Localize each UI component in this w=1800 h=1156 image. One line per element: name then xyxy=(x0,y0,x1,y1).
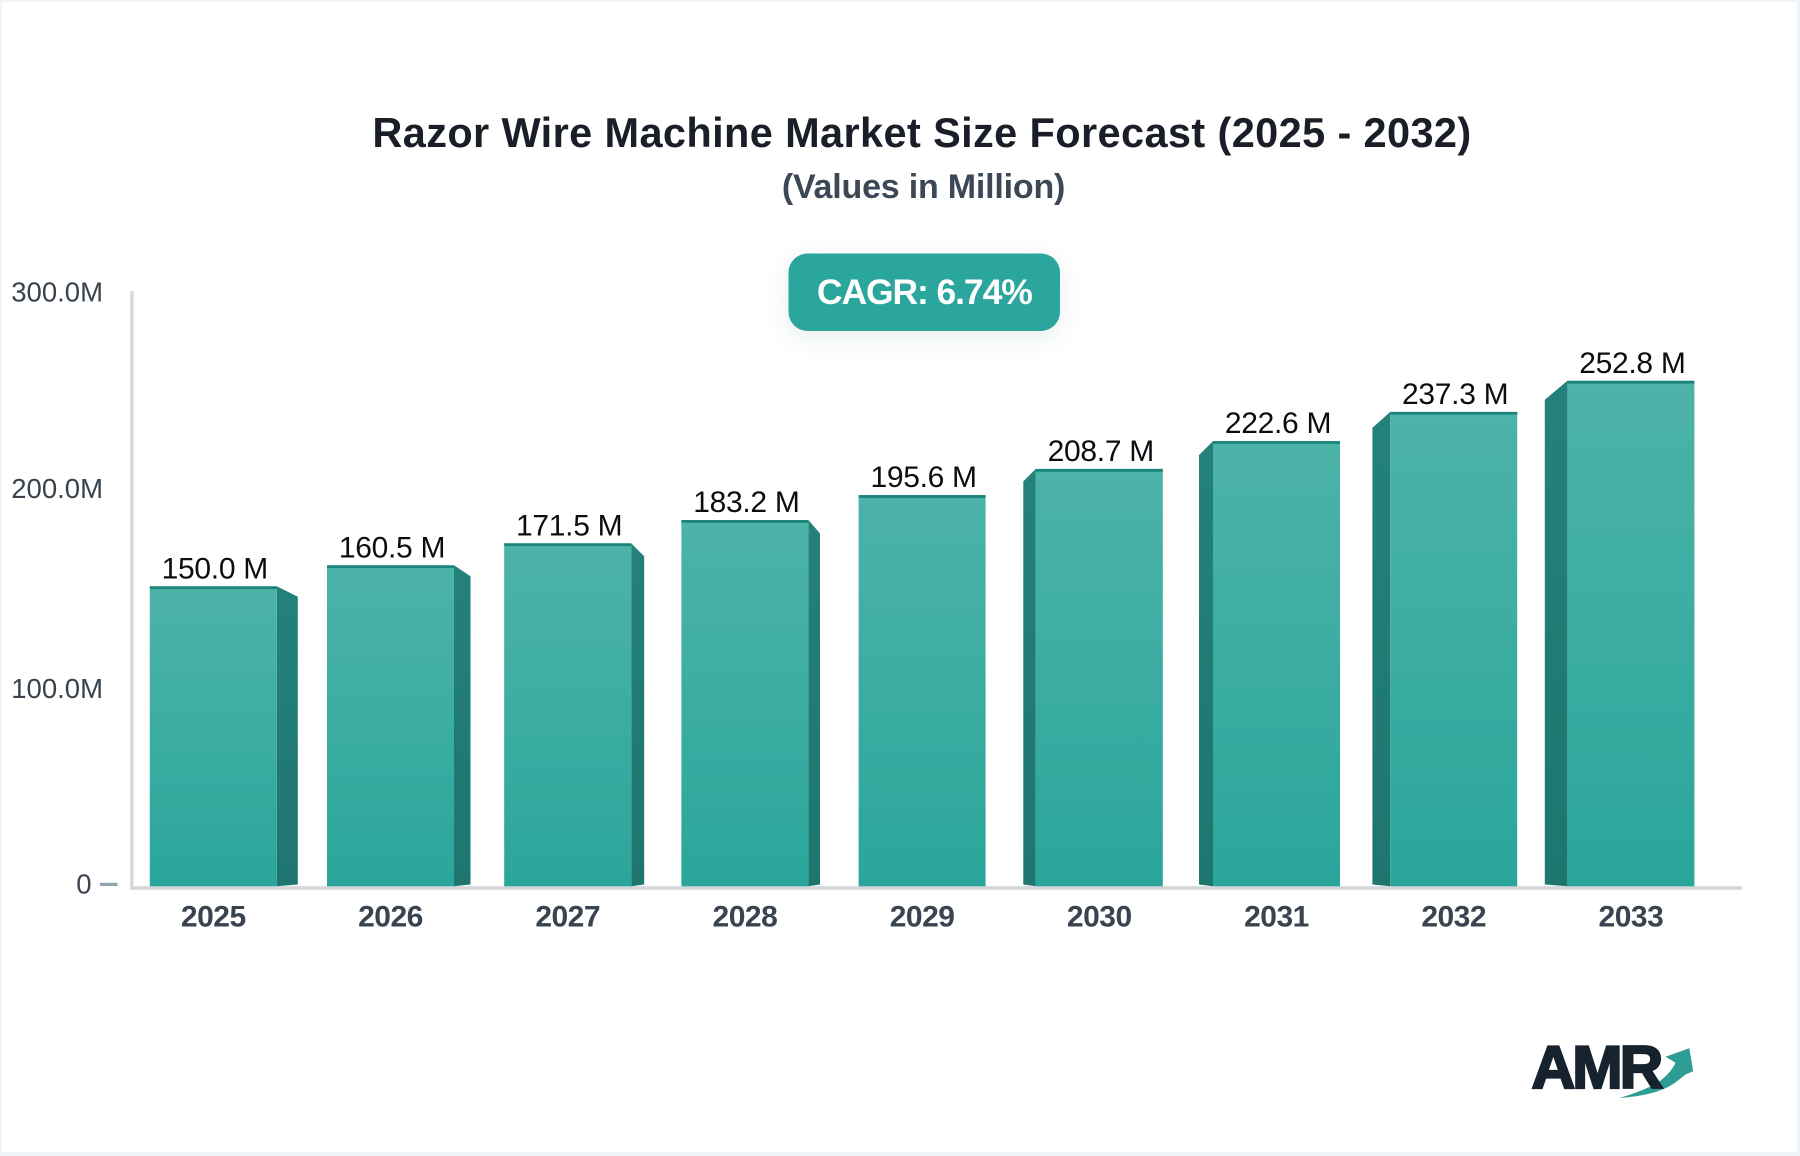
svg-text:300.0M: 300.0M xyxy=(11,277,103,308)
svg-text:200.0M: 200.0M xyxy=(11,473,103,504)
svg-text:2031: 2031 xyxy=(1244,901,1309,934)
svg-text:2026: 2026 xyxy=(358,901,423,934)
svg-text:2028: 2028 xyxy=(713,901,778,934)
svg-text:(Values in Million): (Values in Million) xyxy=(782,168,1065,206)
svg-text:252.8 M: 252.8 M xyxy=(1579,347,1685,380)
svg-text:AMR: AMR xyxy=(1532,1033,1663,1101)
svg-text:Razor Wire Machine Market Size: Razor Wire Machine Market Size Forecast … xyxy=(372,109,1471,156)
svg-text:100.0M: 100.0M xyxy=(11,673,103,704)
svg-text:195.6 M: 195.6 M xyxy=(870,461,976,494)
svg-text:CAGR: 6.74%: CAGR: 6.74% xyxy=(817,272,1032,312)
svg-text:222.6 M: 222.6 M xyxy=(1225,407,1331,440)
svg-text:208.7 M: 208.7 M xyxy=(1048,435,1154,468)
svg-text:2027: 2027 xyxy=(535,901,600,934)
svg-text:2030: 2030 xyxy=(1067,901,1132,934)
svg-text:237.3 M: 237.3 M xyxy=(1402,378,1508,411)
svg-text:183.2 M: 183.2 M xyxy=(693,486,799,519)
svg-text:2025: 2025 xyxy=(181,901,246,934)
svg-text:2029: 2029 xyxy=(890,901,955,934)
svg-text:171.5 M: 171.5 M xyxy=(516,509,622,542)
svg-text:150.0 M: 150.0 M xyxy=(162,552,268,585)
svg-text:0: 0 xyxy=(76,869,91,900)
svg-text:2032: 2032 xyxy=(1421,901,1486,934)
svg-text:2033: 2033 xyxy=(1599,901,1664,934)
svg-text:160.5 M: 160.5 M xyxy=(339,531,445,564)
